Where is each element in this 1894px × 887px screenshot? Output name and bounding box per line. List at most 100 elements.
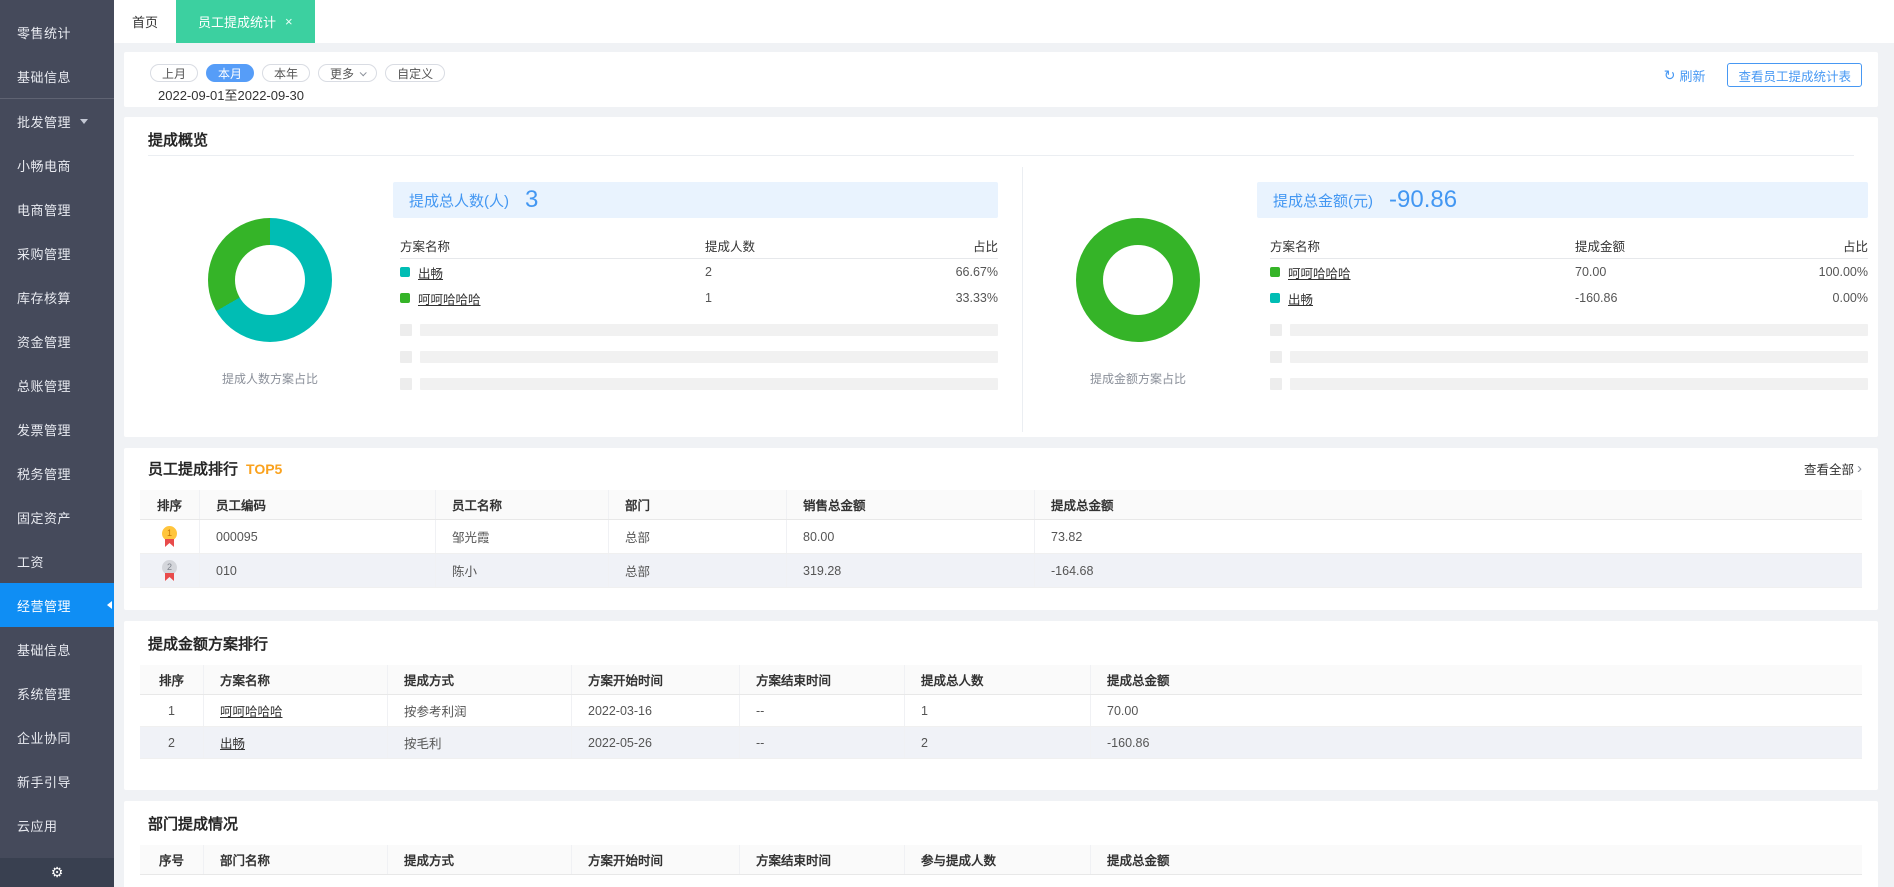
sidebar-item[interactable]: 系统管理	[0, 671, 114, 715]
tab-label: 员工提成统计	[198, 15, 277, 30]
sidebar-item[interactable]: 经营管理	[0, 583, 114, 627]
col-plan-name: 方案名称	[400, 240, 451, 254]
sidebar-item[interactable]: 批发管理	[0, 99, 114, 143]
col-method: 提成方式	[388, 845, 572, 874]
skeleton-row	[400, 316, 998, 343]
plan-link[interactable]: 出畅	[1288, 292, 1314, 307]
date-filter-pills: 上月 本月 本年	[150, 64, 453, 82]
sidebar-item[interactable]: 工资	[0, 539, 114, 583]
stat-value: -90.86	[1389, 186, 1458, 213]
col-people: 提成总人数	[905, 665, 1091, 694]
skeleton-row	[1270, 316, 1868, 343]
sidebar-item-label: 工资	[17, 554, 45, 570]
cell-value: 1	[705, 291, 712, 305]
filter-pill[interactable]: 更多	[318, 64, 378, 82]
sidebar-settings-button[interactable]: ⚙	[0, 858, 114, 887]
view-all-link[interactable]: 查看全部 ›	[1804, 459, 1862, 478]
legend-swatch	[400, 293, 410, 303]
refresh-icon: ↻	[1663, 67, 1676, 83]
plan-link[interactable]: 呵呵哈哈哈	[418, 292, 481, 307]
active-item-marker	[107, 601, 112, 609]
refresh-button[interactable]: ↻ 刷新	[1664, 66, 1706, 85]
pill-label: 本月	[218, 66, 243, 81]
col-amount: 提成总金额	[1107, 854, 1170, 868]
pill-label: 本年	[274, 66, 299, 81]
cell-commission: 73.82	[1051, 529, 1083, 544]
filter-actions: ↻ 刷新 查看员工提成统计表	[1664, 63, 1862, 87]
stat-label: 提成总金额(元)	[1273, 192, 1373, 210]
table-row: 1 000095 邹光霞 总部 80.00 73.82	[140, 520, 1862, 554]
col-start: 方案开始时间	[572, 665, 740, 694]
sidebar-item[interactable]: 小畅电商	[0, 143, 114, 187]
sidebar-item-label: 系统管理	[17, 686, 72, 702]
mini-table-header: 方案名称 提成人数 占比	[400, 233, 998, 259]
pill-label: 上月	[162, 66, 187, 81]
sidebar-item[interactable]: 固定资产	[0, 495, 114, 539]
sidebar-item[interactable]: 基础信息	[0, 54, 114, 98]
sidebar-item[interactable]: 资金管理	[0, 319, 114, 363]
tab-employee-commission[interactable]: 员工提成统计 ×	[176, 0, 315, 43]
table-row: 1 呵呵哈哈哈 按参考利润 2022-03-16 -- 1 70.00	[140, 695, 1862, 727]
mini-table-row: 出畅 2 66.67%	[400, 259, 998, 285]
plan-link[interactable]: 出畅	[220, 737, 246, 751]
sidebar-item-label: 电商管理	[17, 202, 72, 218]
stat-value: 3	[525, 186, 539, 213]
title-divider	[148, 155, 1854, 156]
sidebar-item[interactable]: 电商管理	[0, 187, 114, 231]
col-sales: 销售总金额	[787, 490, 1035, 519]
donut-caption-people: 提成人数方案占比	[221, 372, 318, 386]
skeleton-rows	[1270, 316, 1868, 397]
sidebar-item[interactable]: 基础信息	[0, 627, 114, 671]
sidebar-item[interactable]: 零售统计	[0, 10, 114, 54]
sidebar-item[interactable]: 云应用	[0, 803, 114, 847]
table-header: 排序 方案名称 提成方式 方案开始时间 方案结束时间 提成总人数 提成总金额	[140, 665, 1862, 695]
section-title-ranking: 员工提成排行	[148, 461, 239, 478]
filter-pill[interactable]: 上月	[150, 64, 199, 82]
mini-table-rows: 出畅 2 66.67% 呵呵哈哈哈 1	[400, 259, 998, 311]
cell-value: -160.86	[1575, 291, 1618, 305]
cell-value: 70.00	[1575, 265, 1607, 279]
stat-banner-amount: 提成总金额(元) -90.86	[1257, 182, 1868, 218]
col-dept-name: 部门名称	[204, 845, 388, 874]
col-people: 参与提成人数	[905, 845, 1091, 874]
view-report-button[interactable]: 查看员工提成统计表	[1727, 63, 1862, 87]
filter-pill[interactable]: 本年	[262, 64, 311, 82]
col-ratio: 占比	[1842, 240, 1868, 254]
skeleton-row	[1270, 370, 1868, 397]
skeleton-row	[400, 343, 998, 370]
cell-rank: 2	[140, 727, 204, 758]
tab-home[interactable]: 首页	[131, 15, 158, 30]
col-code: 员工编码	[200, 490, 436, 519]
plan-link[interactable]: 呵呵哈哈哈	[1288, 266, 1351, 281]
table-row: 2 出畅 按毛利 2022-05-26 -- 2 -160.86	[140, 727, 1862, 759]
sidebar-item[interactable]: 总账管理	[0, 363, 114, 407]
plan-rows: 1 呵呵哈哈哈 按参考利润 2022-03-16 -- 1 70.00 2	[140, 695, 1862, 759]
plan-link[interactable]: 出畅	[418, 266, 444, 281]
plan-link[interactable]: 呵呵哈哈哈	[220, 705, 283, 719]
cell-end: --	[740, 727, 905, 758]
cell-ratio: 33.33%	[955, 291, 998, 305]
mini-table-row: 呵呵哈哈哈 70.00 100.00%	[1270, 259, 1868, 285]
col-ratio: 占比	[972, 240, 998, 254]
filter-pill[interactable]: 自定义	[385, 64, 446, 82]
close-icon[interactable]: ×	[285, 14, 293, 29]
pill-label: 自定义	[397, 66, 434, 81]
filter-pill[interactable]: 本月	[206, 64, 255, 82]
col-index: 序号	[140, 845, 204, 874]
sidebar-top-group: 零售统计 基础信息	[0, 0, 114, 98]
cell-name: 陈小	[436, 554, 609, 587]
view-all-label: 查看全部	[1803, 463, 1854, 477]
cell-rank: 1	[140, 695, 204, 726]
sidebar-item-label: 小畅电商	[17, 158, 72, 174]
commission-overview-card: 提成概览 提成人数方案占比 提成总人数(人) 3 方案名称 提成人数 占比	[124, 117, 1878, 437]
sidebar-item[interactable]: 企业协同	[0, 715, 114, 759]
sidebar-item[interactable]: 新手引导	[0, 759, 114, 803]
cell-method: 按毛利	[388, 727, 572, 758]
sidebar-divider	[0, 98, 114, 99]
sidebar-item[interactable]: 发票管理	[0, 407, 114, 451]
sidebar-item[interactable]: 税务管理	[0, 451, 114, 495]
sidebar-item[interactable]: 采购管理	[0, 231, 114, 275]
sidebar-item[interactable]: 库存核算	[0, 275, 114, 319]
mini-table-row: 呵呵哈哈哈 1 33.33%	[400, 285, 998, 311]
col-rank: 排序	[140, 665, 204, 694]
